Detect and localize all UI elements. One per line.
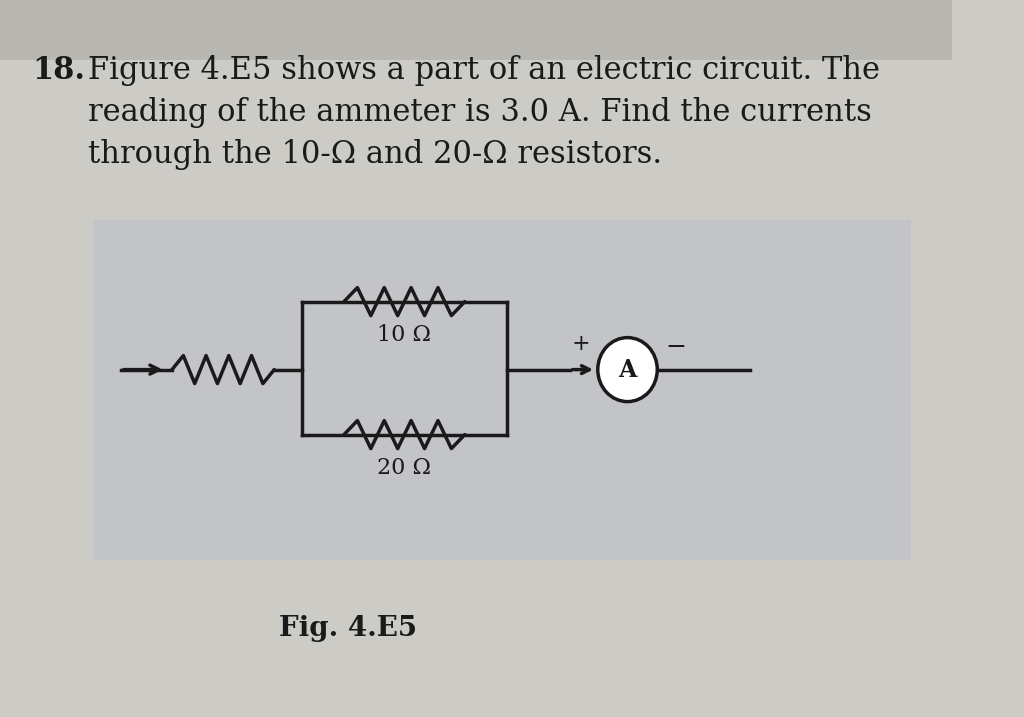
Text: +: + <box>571 333 591 355</box>
Text: Fig. 4.E5: Fig. 4.E5 <box>279 615 417 642</box>
Bar <box>93 220 911 560</box>
Circle shape <box>598 338 657 402</box>
Text: 10 Ω: 10 Ω <box>378 323 431 346</box>
Text: −: − <box>666 336 686 359</box>
Text: 20 Ω: 20 Ω <box>378 457 431 479</box>
Text: A: A <box>618 358 637 381</box>
Text: through the 10-Ω and 20-Ω resistors.: through the 10-Ω and 20-Ω resistors. <box>88 139 663 170</box>
Text: 18.: 18. <box>33 55 86 86</box>
Text: reading of the ammeter is 3.0 A. Find the currents: reading of the ammeter is 3.0 A. Find th… <box>88 97 872 128</box>
Text: Figure 4.E5 shows a part of an electric circuit. The: Figure 4.E5 shows a part of an electric … <box>88 55 881 86</box>
Bar <box>0 0 952 60</box>
